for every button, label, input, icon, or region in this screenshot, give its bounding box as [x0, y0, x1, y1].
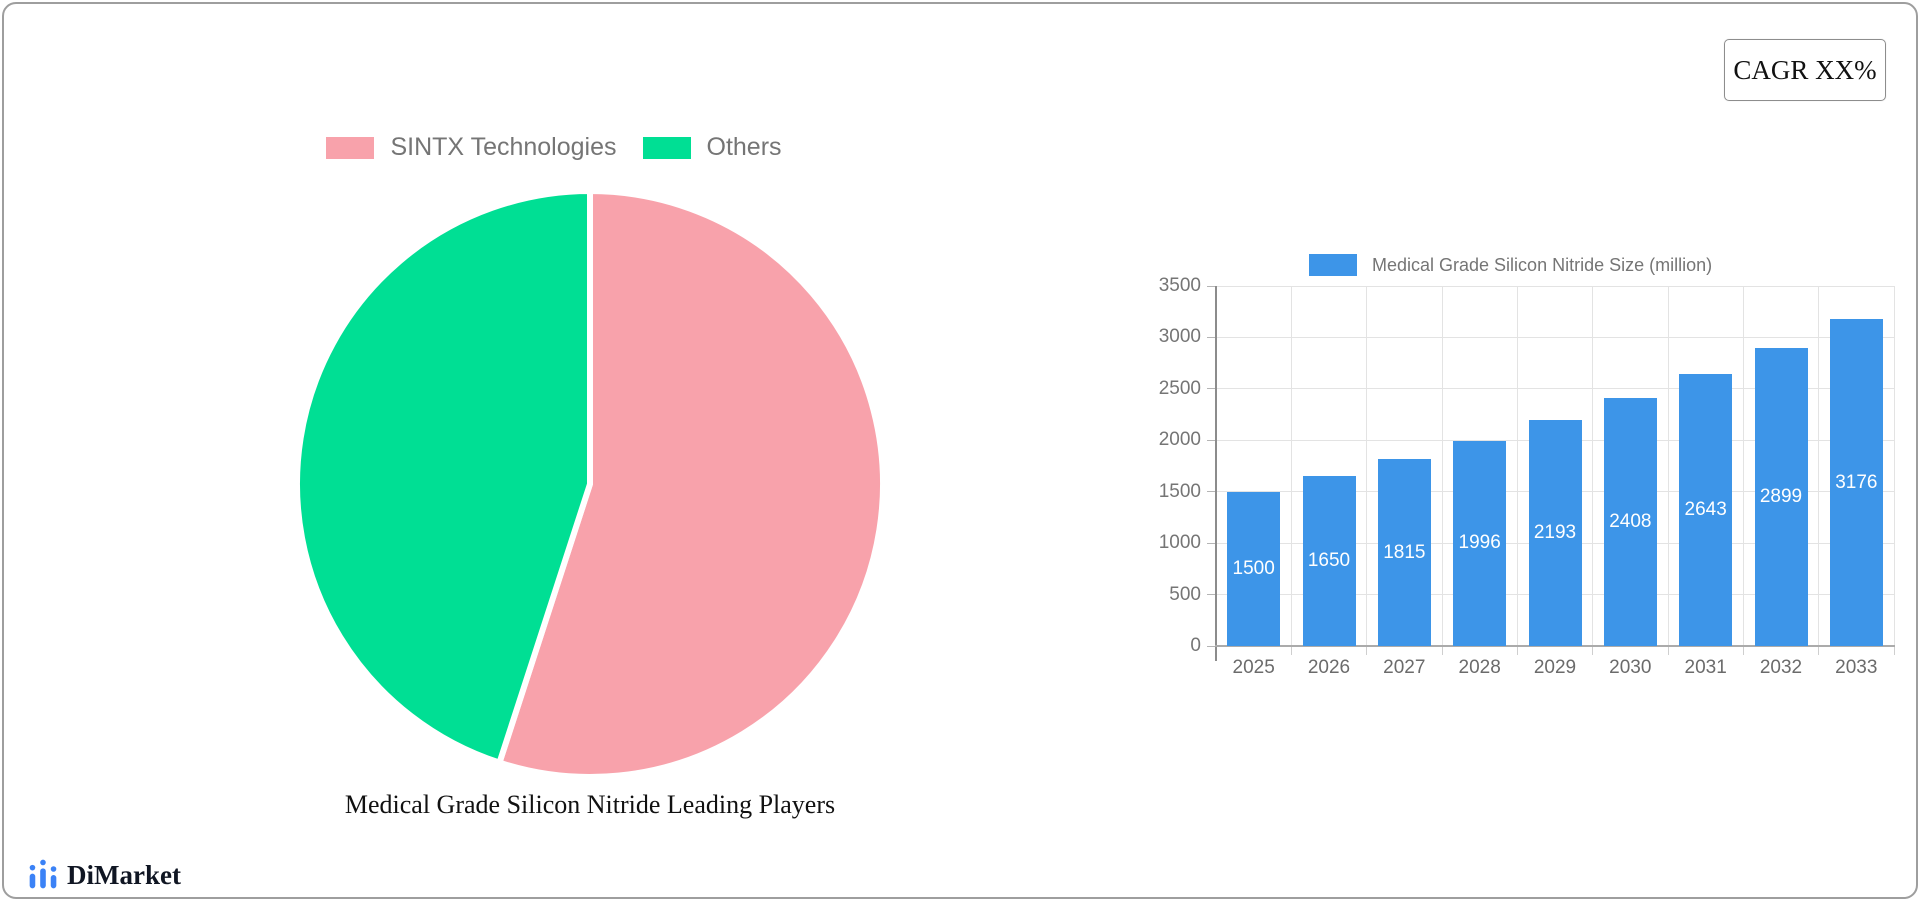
bar-value-label-2028: 1996 — [1458, 532, 1501, 554]
pie-slice-0[interactable] — [496, 188, 886, 780]
bar-2025[interactable] — [1227, 491, 1281, 646]
bar-value-label-2027: 1815 — [1383, 541, 1426, 563]
y-axis-label-3000: 3000 — [1158, 326, 1201, 348]
y-axis-line — [1215, 286, 1217, 661]
y-axis-label-3500: 3500 — [1158, 275, 1201, 296]
x-gridline-6 — [1667, 286, 1669, 646]
pie-chart-title: Medical Grade Silicon Nitride Leading Pl… — [344, 790, 836, 819]
x-axis-tick-7 — [1742, 646, 1744, 655]
x-axis-tick-1 — [1290, 646, 1292, 655]
x-axis-tick-6 — [1667, 646, 1669, 655]
bar-2029[interactable] — [1528, 420, 1582, 646]
y-axis-tick-3000 — [1207, 336, 1216, 338]
y-axis-label-500: 500 — [1169, 583, 1201, 605]
brand-logo: DiMarket — [27, 859, 181, 891]
x-axis-tick-9 — [1893, 646, 1895, 655]
x-axis-tick-5 — [1592, 646, 1594, 655]
y-axis-tick-3500 — [1207, 285, 1216, 287]
x-axis-tick-2 — [1366, 646, 1368, 655]
x-axis-label-2033: 2033 — [1835, 657, 1878, 678]
bar-value-label-2031: 2643 — [1684, 499, 1727, 521]
pie-slice-1[interactable] — [294, 188, 593, 766]
bar-2031[interactable] — [1679, 374, 1733, 646]
brand-name: DiMarket — [67, 859, 181, 890]
pie-legend-swatch — [326, 136, 375, 159]
x-gridline-2 — [1366, 286, 1368, 646]
bar-value-label-2030: 2408 — [1609, 511, 1652, 533]
x-gridline-9 — [1893, 286, 1895, 646]
x-axis-label-2028: 2028 — [1458, 657, 1501, 678]
y-axis-tick-2000 — [1207, 439, 1216, 441]
pie-legend-item-0[interactable]: SINTX Technologies — [326, 133, 617, 162]
x-gridline-3 — [1441, 286, 1443, 646]
bar-value-label-2029: 2193 — [1533, 522, 1577, 544]
x-gridline-8 — [1818, 286, 1820, 646]
y-axis-tick-2500 — [1207, 388, 1216, 390]
x-gridline-7 — [1742, 286, 1744, 646]
y-axis-label-2000: 2000 — [1158, 429, 1201, 451]
bar-2027[interactable] — [1377, 459, 1431, 646]
bar-2033[interactable] — [1829, 319, 1883, 646]
bar-legend-swatch — [1309, 254, 1357, 276]
bar-2026[interactable] — [1302, 476, 1356, 646]
x-axis-label-2031: 2031 — [1684, 657, 1727, 678]
bar-2030[interactable] — [1603, 398, 1657, 646]
y-axis-label-1000: 1000 — [1158, 532, 1201, 554]
x-axis-label-2026: 2026 — [1307, 657, 1351, 678]
x-axis-line — [1215, 645, 1895, 647]
cagr-badge: CAGR XX% — [1724, 39, 1886, 101]
pie-legend-label: SINTX Technologies — [390, 133, 617, 161]
bar-plot-area: 0 500 1000 1500 2000 2500 3000 3500 1500 2025 1650… — [1159, 275, 1895, 678]
x-axis-tick-3 — [1441, 646, 1443, 655]
bar-legend-label: Medical Grade Silicon Nitride Size (mill… — [1372, 254, 1713, 275]
bar-value-label-2032: 2899 — [1759, 485, 1803, 507]
bar-chart: 0 500 1000 1500 2000 2500 3000 3500 1500 2025 1650… — [1159, 275, 1895, 706]
x-axis-label-2030: 2030 — [1609, 657, 1652, 678]
x-axis-label-2025: 2025 — [1232, 657, 1275, 678]
bar-legend[interactable]: Medical Grade Silicon Nitride Size (mill… — [1309, 254, 1712, 276]
x-axis-tick-8 — [1818, 646, 1820, 655]
y-axis-tick-1000 — [1207, 542, 1216, 544]
y-axis-tick-500 — [1207, 594, 1216, 596]
y-gridline-3500 — [1216, 285, 1894, 287]
y-axis-tick-1500 — [1207, 491, 1216, 493]
x-axis-label-2027: 2027 — [1383, 657, 1426, 678]
y-axis-label-0: 0 — [1190, 635, 1201, 656]
pie-legend: SINTX Technologies Others — [4, 133, 1104, 162]
y-axis-label-1500: 1500 — [1158, 480, 1201, 502]
pie-chart — [294, 188, 886, 780]
x-gridline-4 — [1516, 286, 1518, 646]
x-axis-label-2029: 2029 — [1533, 657, 1577, 678]
x-axis-tick-4 — [1516, 646, 1518, 655]
pie-legend-label: Others — [706, 133, 782, 161]
bar-2028[interactable] — [1453, 440, 1507, 646]
pie-legend-item-1[interactable]: Others — [642, 133, 782, 162]
pie-legend-swatch — [642, 136, 691, 159]
bar-value-label-2025: 1500 — [1232, 557, 1275, 579]
y-gridline-2500 — [1216, 388, 1894, 390]
x-gridline-1 — [1290, 286, 1292, 646]
y-gridline-3000 — [1216, 336, 1894, 338]
bar-2032[interactable] — [1754, 347, 1808, 646]
y-axis-tick-0 — [1207, 645, 1216, 647]
bar-value-label-2033: 3176 — [1835, 471, 1878, 493]
dimarket-bars-icon — [29, 859, 57, 889]
y-axis-label-2500: 2500 — [1158, 377, 1201, 399]
x-axis-label-2032: 2032 — [1759, 657, 1803, 678]
x-gridline-5 — [1592, 286, 1594, 646]
bar-value-label-2026: 1650 — [1307, 550, 1351, 572]
